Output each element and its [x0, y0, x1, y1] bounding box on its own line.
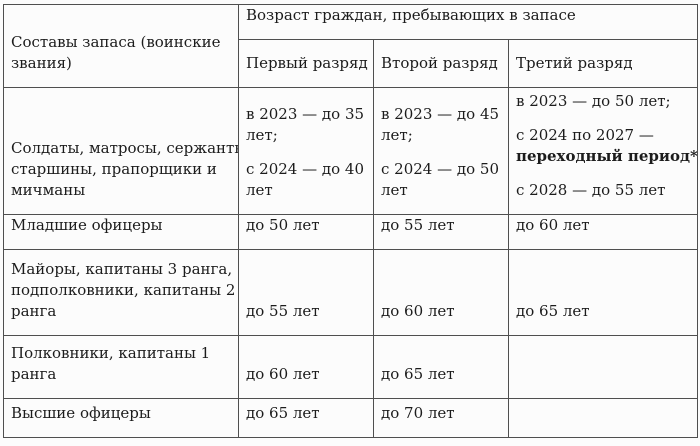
cell-majors-cat1: до 55 лет: [238, 249, 374, 336]
cell-junior-officers-cat2: до 55 лет: [373, 214, 509, 250]
header-row-group: Составы запаса (воинские звания) Возраст…: [3, 4, 699, 88]
rank-label: Высшие офицеры: [11, 404, 151, 422]
cell-soldiers-cat1: в 2023 — до 35 лет; с 2024 — до 40 лет: [238, 87, 374, 215]
age-value: в 2023 — до 35 лет;: [246, 105, 365, 144]
age-value: с 2028 — до 55 лет: [516, 181, 666, 199]
table-row-majors: Майоры, капитаны 3 ранга, подполковники,…: [3, 249, 699, 336]
table-row-soldiers: Солдаты, матросы, сержанты, старшины, пр…: [3, 87, 699, 215]
header-cell-category-3: Третий разряд: [507, 39, 699, 88]
cell-majors-cat2: до 60 лет: [373, 249, 509, 336]
header-cell-category-1: Первый разряд: [238, 39, 374, 88]
table-row-colonels: Полковники, капитаны 1 ранга до 60 лет д…: [3, 335, 699, 399]
table-row-junior-officers: Младшие офицеры до 50 лет до 55 лет до 6…: [3, 214, 699, 250]
age-value: до 65 лет: [516, 302, 590, 320]
category-3-label: Третий разряд: [516, 54, 633, 72]
cell-senior-officers-cat3: [507, 398, 699, 438]
rank-label: Солдаты, матросы, сержанты, старшины, пр…: [11, 139, 238, 199]
rank-label: Младшие офицеры: [11, 216, 163, 234]
cell-colonels-name: Полковники, капитаны 1 ранга: [3, 335, 239, 399]
cell-junior-officers-cat3: до 60 лет: [507, 214, 699, 250]
header-cell-age-group: Возраст граждан, пребывающих в запасе: [237, 4, 699, 40]
cell-senior-officers-name: Высшие офицеры: [3, 398, 239, 438]
age-value: с 2024 — до 40 лет: [246, 160, 365, 199]
rank-label: Полковники, капитаны 1 ранга: [11, 344, 211, 383]
cell-majors-name: Майоры, капитаны 3 ранга, подполковники,…: [3, 249, 239, 336]
header-row-categories: Первый разряд Второй разряд Третий разря…: [4, 39, 699, 88]
table-row-senior-officers: Высшие офицеры до 65 лет до 70 лет: [3, 398, 699, 438]
age-value: в 2023 — до 45 лет;: [381, 105, 500, 144]
age-value: до 60 лет: [381, 302, 455, 320]
cell-soldiers-cat2: в 2023 — до 45 лет; с 2024 — до 50 лет: [373, 87, 509, 215]
cell-senior-officers-cat1: до 65 лет: [238, 398, 374, 438]
category-1-label: Первый разряд: [246, 54, 368, 72]
age-value-transition: с 2024 по 2027 — переходный период*;: [516, 125, 697, 167]
header-age-group-label: Возраст граждан, пребывающих в запасе: [246, 6, 576, 24]
cell-colonels-cat1: до 60 лет: [238, 335, 374, 399]
reserve-age-table: Составы запаса (воинские звания) Возраст…: [3, 4, 699, 438]
category-2-label: Второй разряд: [381, 54, 498, 72]
age-value: до 60 лет: [516, 216, 590, 234]
cell-colonels-cat2: до 65 лет: [373, 335, 509, 399]
cell-colonels-cat3: [507, 335, 699, 399]
header-cell-category-2: Второй разряд: [373, 39, 509, 88]
age-value: с 2024 — до 50 лет: [381, 160, 500, 199]
cell-soldiers-name: Солдаты, матросы, сержанты, старшины, пр…: [3, 87, 239, 215]
cell-junior-officers-name: Младшие офицеры: [3, 214, 239, 250]
cell-majors-cat3: до 65 лет: [507, 249, 699, 336]
age-value: до 55 лет: [381, 216, 455, 234]
header-cell-ranks: Составы запаса (воинские звания): [3, 4, 239, 88]
header-ranks-label: Составы запаса (воинские звания): [11, 33, 221, 72]
transition-period-bold: переходный период*: [516, 147, 698, 165]
age-value: до 70 лет: [381, 404, 455, 422]
rank-label: Майоры, капитаны 3 ранга, подполковники,…: [11, 260, 236, 320]
reserve-age-table-image: Составы запаса (воинские звания) Возраст…: [0, 4, 700, 446]
cell-soldiers-cat3: в 2023 — до 50 лет; с 2024 по 2027 — пер…: [507, 87, 699, 215]
age-value: до 55 лет: [246, 302, 320, 320]
cell-junior-officers-cat1: до 50 лет: [238, 214, 374, 250]
age-value: в 2023 — до 50 лет;: [516, 92, 671, 110]
cell-senior-officers-cat2: до 70 лет: [373, 398, 509, 438]
age-value: до 65 лет: [246, 404, 320, 422]
transition-prefix: с 2024 по 2027 —: [516, 126, 654, 144]
age-value: до 60 лет: [246, 365, 320, 383]
age-value: до 50 лет: [246, 216, 320, 234]
age-value: до 65 лет: [381, 365, 455, 383]
